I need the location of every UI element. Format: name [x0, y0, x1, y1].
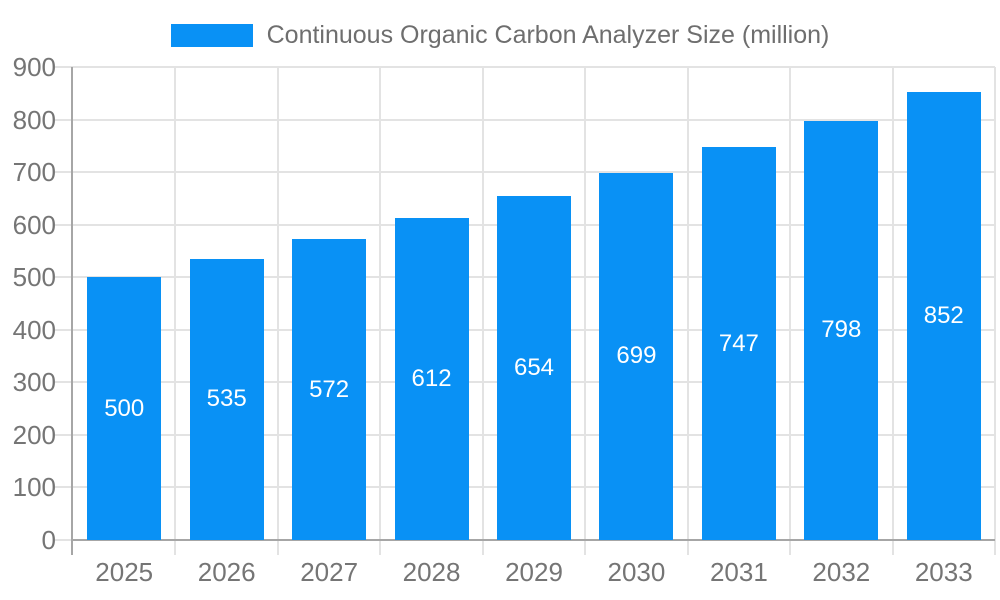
- y-axis-tick: [55, 118, 73, 121]
- legend-swatch-icon: [170, 23, 253, 47]
- y-axis-tick: [55, 171, 73, 174]
- bar-value-label: 500: [104, 394, 145, 422]
- plot-area: 500 535 572 612 654 699 747 798 852: [55, 66, 996, 555]
- y-axis-label: 900: [12, 52, 56, 82]
- legend-label: Continuous Organic Carbon Analyzer Size …: [266, 20, 830, 49]
- y-axis-label: 300: [12, 367, 56, 398]
- bar-value-label: 798: [821, 316, 862, 344]
- gridline-vertical: [584, 67, 587, 555]
- bar[interactable]: 535: [189, 258, 264, 540]
- y-axis-label: 400: [12, 314, 56, 345]
- y-axis-tick: [55, 276, 73, 279]
- y-axis-line: [71, 67, 73, 555]
- y-axis-label: 800: [12, 104, 56, 135]
- y-axis-label: 200: [12, 419, 56, 450]
- x-axis-label: 2028: [402, 557, 461, 587]
- gridline-vertical: [789, 67, 792, 555]
- gridline-vertical: [686, 67, 689, 555]
- x-axis-label: 2032: [812, 557, 871, 587]
- y-axis-tick: [55, 328, 73, 331]
- bar[interactable]: 500: [87, 277, 162, 540]
- x-axis-label: 2031: [709, 557, 768, 587]
- gridline-vertical: [481, 67, 484, 555]
- x-axis-line: [71, 539, 995, 541]
- x-axis-label: 2030: [607, 557, 666, 587]
- gridline-vertical: [174, 67, 177, 555]
- y-axis-tick: [55, 381, 73, 384]
- bar[interactable]: 572: [292, 239, 367, 540]
- gridline-vertical: [994, 67, 996, 555]
- x-axis-label: 2026: [197, 557, 256, 587]
- x-axis-label: 2029: [505, 557, 563, 587]
- bar-value-label: 535: [206, 385, 247, 413]
- gridline-horizontal: [73, 171, 995, 174]
- y-axis-tick: [55, 539, 73, 541]
- bar-value-label: 612: [411, 365, 452, 393]
- x-axis-label: 2025: [95, 557, 154, 587]
- gridline-vertical: [379, 67, 382, 555]
- y-axis-tick: [55, 433, 73, 436]
- bar[interactable]: 798: [804, 120, 879, 540]
- bar[interactable]: 612: [394, 218, 469, 540]
- gridline-horizontal: [73, 118, 995, 121]
- bar-value-label: 654: [513, 354, 555, 382]
- y-axis-tick: [55, 223, 73, 226]
- bar[interactable]: 654: [497, 196, 571, 540]
- bar-value-label: 572: [309, 375, 350, 403]
- y-axis-tick: [55, 66, 73, 68]
- bar[interactable]: 699: [599, 172, 674, 540]
- bar-value-label: 747: [718, 329, 759, 357]
- x-axis-label: 2033: [914, 557, 973, 587]
- bar[interactable]: 747: [701, 147, 776, 540]
- y-axis-label: 600: [12, 209, 56, 240]
- bar-value-label: 852: [923, 302, 964, 330]
- y-axis-tick: [55, 486, 73, 489]
- gridline-horizontal: [73, 66, 995, 68]
- y-axis-label: 700: [12, 157, 56, 188]
- y-axis-label: 0: [41, 525, 56, 555]
- bar-value-label: 699: [616, 342, 657, 370]
- gridline-vertical: [276, 67, 279, 555]
- y-axis-label: 100: [12, 472, 56, 503]
- bar[interactable]: 852: [906, 92, 981, 540]
- y-axis-label: 500: [12, 262, 56, 293]
- x-axis-label: 2027: [300, 557, 359, 587]
- chart-legend[interactable]: Continuous Organic Carbon Analyzer Size …: [0, 18, 1000, 52]
- gridline-vertical: [891, 67, 894, 555]
